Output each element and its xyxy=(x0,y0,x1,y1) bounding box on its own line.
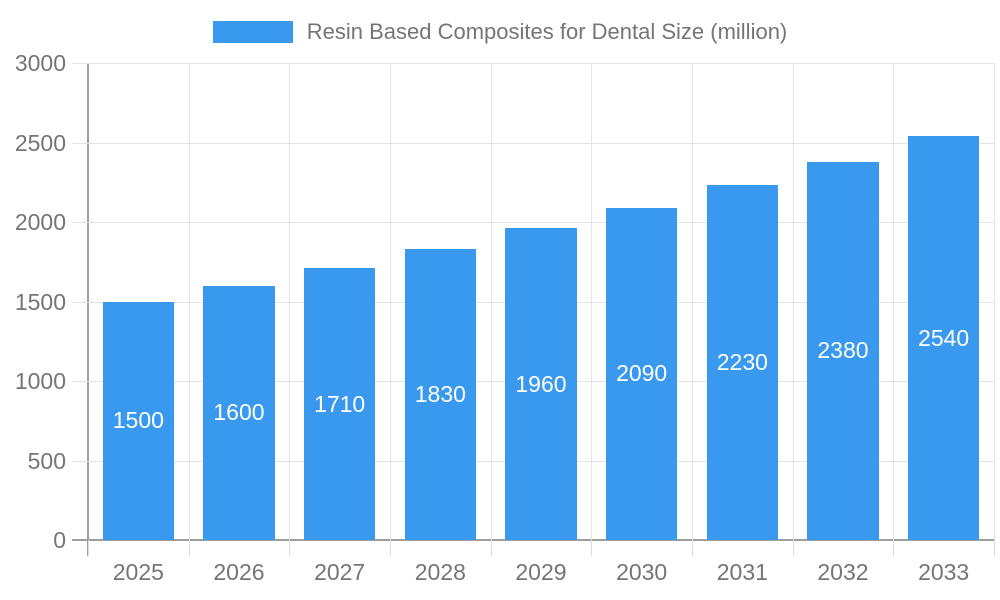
x-axis-baseline xyxy=(72,539,994,541)
x-gridline xyxy=(491,63,492,540)
bar-value-label: 2540 xyxy=(918,324,970,351)
x-gridline xyxy=(289,63,290,540)
x-gridline xyxy=(893,63,894,540)
y-axis-tick-label: 500 xyxy=(27,448,66,474)
bar-2029[interactable]: 1960 xyxy=(505,228,577,540)
bar-2028[interactable]: 1830 xyxy=(404,249,477,540)
x-axis-tick-label: 2032 xyxy=(817,559,869,585)
x-gridline xyxy=(591,63,592,540)
bar-value-label: 1960 xyxy=(515,370,567,397)
x-axis-tick-label: 2029 xyxy=(515,559,567,585)
y-axis-tick-label: 2000 xyxy=(14,209,66,235)
x-axis-tick xyxy=(893,540,894,556)
bar-2033[interactable]: 2540 xyxy=(907,136,980,540)
bar-value-label: 1710 xyxy=(314,390,366,417)
x-axis-tick xyxy=(289,540,290,556)
y-axis-tick-label: 2500 xyxy=(14,130,66,156)
x-axis-tick-label: 2025 xyxy=(112,559,164,585)
x-axis-tick-label: 2033 xyxy=(918,559,970,585)
bar-value-label: 1830 xyxy=(414,381,466,407)
legend[interactable]: Resin Based Composites for Dental Size (… xyxy=(0,14,1000,50)
bar-value-label: 2380 xyxy=(817,337,869,364)
x-axis-tick xyxy=(491,540,492,556)
x-gridline xyxy=(189,63,190,540)
x-axis-tick-label: 2026 xyxy=(213,559,265,585)
x-axis-tick xyxy=(189,540,190,556)
bar-2025[interactable]: 1500 xyxy=(102,301,175,540)
y-axis-tick-label: 1500 xyxy=(14,289,66,315)
x-axis-tick-label: 2031 xyxy=(716,559,768,585)
x-axis-tick-label: 2028 xyxy=(414,559,466,585)
x-gridline xyxy=(692,63,693,540)
bar-value-label: 1500 xyxy=(112,407,164,434)
x-axis-tick xyxy=(390,540,391,556)
bar-2030[interactable]: 2090 xyxy=(605,207,678,540)
x-gridline xyxy=(994,63,995,540)
bar-value-label: 1600 xyxy=(213,399,265,426)
y-gridline xyxy=(72,222,994,223)
x-axis-tick-label: 2030 xyxy=(616,559,668,585)
x-gridline xyxy=(793,63,794,540)
y-gridline xyxy=(72,143,994,144)
x-axis-tick xyxy=(994,540,995,556)
x-axis-tick xyxy=(591,540,592,556)
x-axis-tick xyxy=(692,540,693,556)
y-axis-tick-label: 0 xyxy=(53,527,66,553)
bar-2032[interactable]: 2380 xyxy=(807,161,879,540)
bar-value-label: 2090 xyxy=(616,360,668,387)
bar-2027[interactable]: 1710 xyxy=(303,268,376,540)
y-axis-tick-label: 1000 xyxy=(14,368,66,394)
x-gridline xyxy=(390,63,391,540)
x-axis-tick xyxy=(793,540,794,556)
bar-value-label: 2230 xyxy=(716,349,768,376)
legend-swatch-icon xyxy=(212,21,293,43)
y-axis-line xyxy=(87,63,89,556)
bar-2026[interactable]: 1600 xyxy=(203,285,275,540)
legend-label: Resin Based Composites for Dental Size (… xyxy=(306,19,788,44)
x-axis-tick-label: 2027 xyxy=(314,559,366,585)
plot-area: 0 500 1000 1500 2000 2500 3000 1500 1600 1710 1830… xyxy=(15,50,995,585)
x-axis-tick xyxy=(88,540,89,556)
y-axis-tick-label: 3000 xyxy=(14,50,66,76)
bar-2031[interactable]: 2230 xyxy=(706,185,779,540)
y-gridline xyxy=(72,63,994,64)
